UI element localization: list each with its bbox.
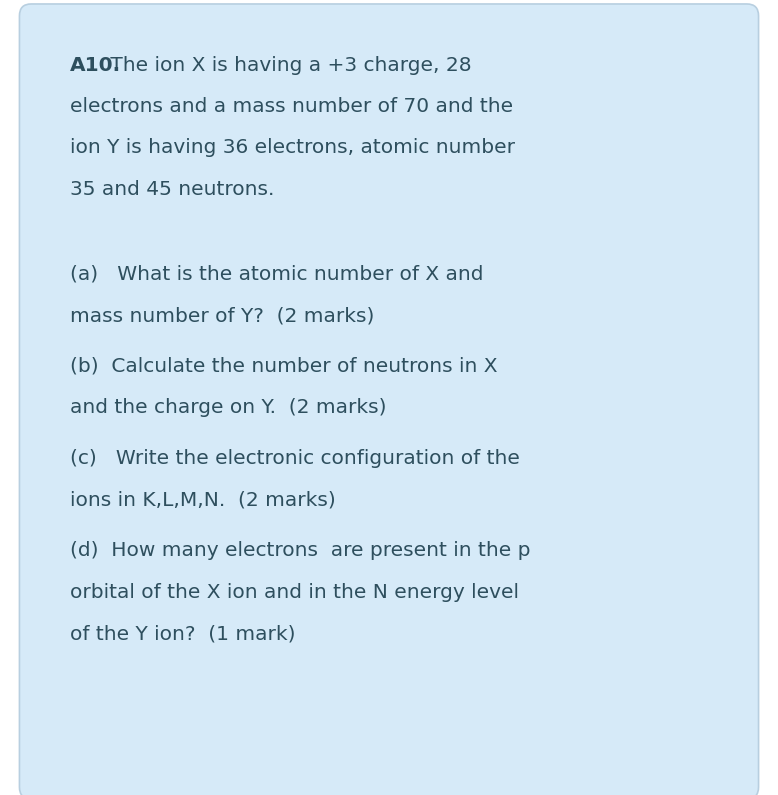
Text: electrons and a mass number of 70 and the: electrons and a mass number of 70 and th… [70,97,513,116]
Text: (d)  How many electrons  are present in the p: (d) How many electrons are present in th… [70,541,531,560]
Text: of the Y ion?  (1 mark): of the Y ion? (1 mark) [70,624,296,643]
Text: The ion X is having a +3 charge, 28: The ion X is having a +3 charge, 28 [103,56,471,75]
Text: and the charge on Y.  (2 marks): and the charge on Y. (2 marks) [70,398,387,417]
Text: ions in K,L,M,N.  (2 marks): ions in K,L,M,N. (2 marks) [70,491,336,510]
Text: (b)  Calculate the number of neutrons in X: (b) Calculate the number of neutrons in … [70,357,497,376]
FancyBboxPatch shape [19,4,759,795]
Text: ion Y is having 36 electrons, atomic number: ion Y is having 36 electrons, atomic num… [70,138,515,157]
Text: (a)   What is the atomic number of X and: (a) What is the atomic number of X and [70,265,483,284]
Text: A10.: A10. [70,56,121,75]
Text: mass number of Y?  (2 marks): mass number of Y? (2 marks) [70,306,374,325]
Text: 35 and 45 neutrons.: 35 and 45 neutrons. [70,180,275,199]
Text: (c)   Write the electronic configuration of the: (c) Write the electronic configuration o… [70,449,520,468]
Text: orbital of the X ion and in the N energy level: orbital of the X ion and in the N energy… [70,583,519,602]
